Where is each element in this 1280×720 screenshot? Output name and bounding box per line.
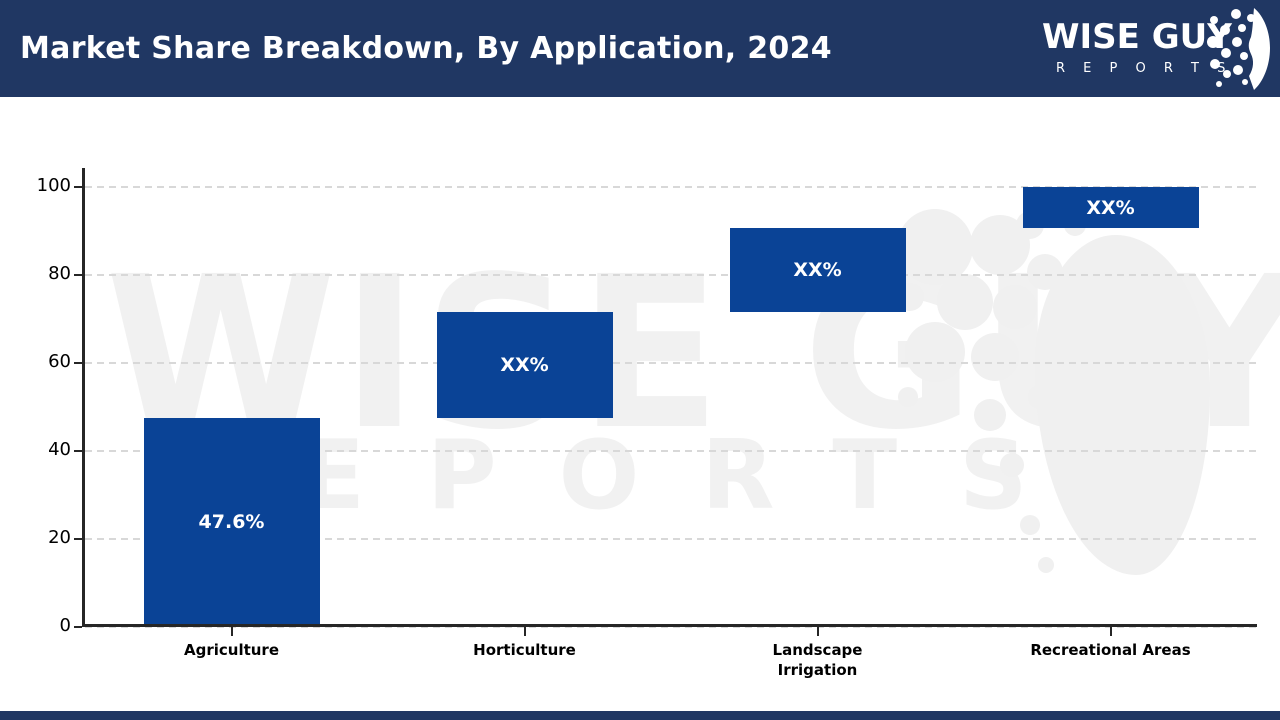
page-title: Market Share Breakdown, By Application, … <box>20 31 832 66</box>
watermark-dot <box>971 333 1019 381</box>
watermark-dot <box>1000 453 1024 477</box>
y-tick-label: 100 <box>36 175 71 196</box>
bar-value-label: 47.6% <box>198 511 265 534</box>
watermark-dot <box>1028 385 1052 409</box>
bar: XX% <box>436 311 613 418</box>
y-tick-label: 40 <box>48 439 71 460</box>
watermark-dot <box>905 322 965 382</box>
bar-value-label: XX% <box>793 259 842 282</box>
y-tick-label: 80 <box>48 263 71 284</box>
watermark-dot <box>897 209 973 285</box>
footer-bar <box>0 711 1280 720</box>
header-bar: Market Share Breakdown, By Application, … <box>0 0 1280 97</box>
bar: XX% <box>729 228 906 312</box>
bar-value-label: XX% <box>1086 196 1135 219</box>
plot-area: 0 20 40 60 80 100 47.6% Agriculture XX% Horticult… <box>37 168 1257 679</box>
y-tick-mark <box>74 538 82 540</box>
logo-text-line1: WISE GUY <box>1042 17 1232 57</box>
x-tick-mark <box>1109 627 1112 636</box>
x-category-label: Landscape Irrigation <box>772 641 863 680</box>
watermark-dot <box>1020 515 1040 535</box>
gridline <box>85 450 1257 452</box>
wiseguy-logo: WISE GUY R E P O R T S <box>1042 8 1270 90</box>
y-axis-spine <box>82 168 85 627</box>
x-tick-mark <box>523 627 526 636</box>
watermark-dot <box>993 285 1037 329</box>
gridline <box>85 186 1257 188</box>
x-tick-mark <box>816 627 819 636</box>
watermark-dot <box>1027 254 1063 290</box>
y-tick-mark <box>74 274 82 276</box>
chart-canvas: WISE GUY REPORTS 0 20 40 60 80 100 47.6% Agricu… <box>0 97 1280 711</box>
x-tick-mark <box>230 627 233 636</box>
gridline <box>85 362 1257 364</box>
watermark-dot <box>1038 557 1054 573</box>
x-category-label: Horticulture <box>473 641 576 659</box>
bar: 47.6% <box>143 417 320 627</box>
watermark-dot <box>974 399 1006 431</box>
gridline <box>85 538 1257 540</box>
bar-value-label: XX% <box>500 353 549 376</box>
gridline <box>85 626 1257 628</box>
watermark-dot <box>898 387 918 407</box>
y-tick-label: 20 <box>48 527 71 548</box>
y-tick-mark <box>74 626 82 628</box>
y-tick-label: 0 <box>59 615 71 636</box>
x-category-label: Recreational Areas <box>1030 641 1191 659</box>
y-tick-mark <box>74 186 82 188</box>
bar: XX% <box>1022 187 1199 229</box>
x-category-label: Agriculture <box>183 641 280 659</box>
watermark-dot <box>1082 269 1098 285</box>
y-tick-mark <box>74 362 82 364</box>
watermark-dot <box>1044 311 1076 343</box>
y-tick-mark <box>74 450 82 452</box>
logo-text-line2: R E P O R T S <box>1056 61 1232 76</box>
logo-dots-face-icon <box>1207 8 1270 90</box>
y-tick-label: 60 <box>48 351 71 372</box>
gridline <box>85 274 1257 276</box>
watermark-dot <box>937 274 993 330</box>
x-axis-spine <box>82 624 1257 627</box>
